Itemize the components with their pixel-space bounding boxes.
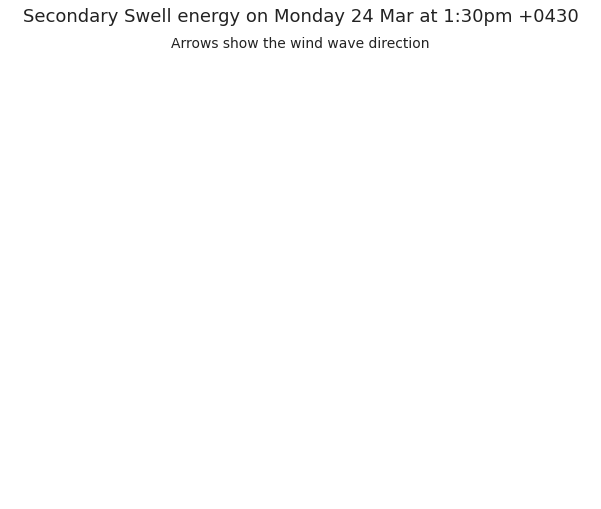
Text: Arrows show the wind wave direction: Arrows show the wind wave direction (171, 37, 430, 51)
Text: Secondary Swell energy on Monday 24 Mar at 1:30pm +0430: Secondary Swell energy on Monday 24 Mar … (23, 8, 578, 26)
